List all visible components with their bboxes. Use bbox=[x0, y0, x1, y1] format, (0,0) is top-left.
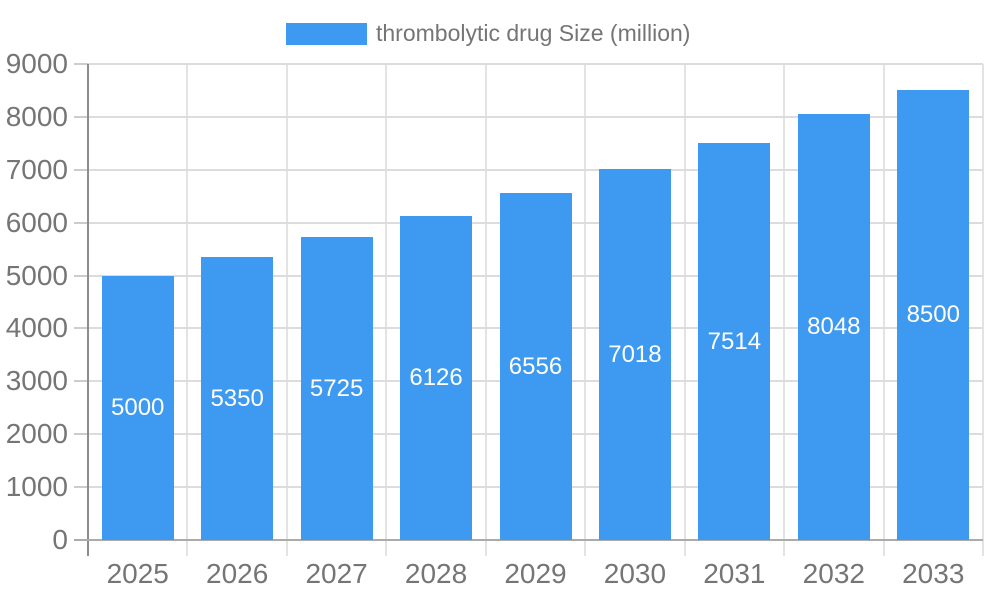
horizontal-gridline bbox=[88, 63, 983, 65]
bar-value-label: 6556 bbox=[508, 352, 563, 380]
y-axis-tick bbox=[74, 380, 88, 383]
bar-value-label: 8500 bbox=[906, 301, 960, 328]
bar-value-label: 5725 bbox=[309, 374, 364, 402]
bar-value-label: 8048 bbox=[807, 313, 861, 340]
vertical-gridline bbox=[186, 64, 189, 556]
y-axis-tick bbox=[74, 486, 88, 489]
legend-item[interactable]: thrombolytic drug Size (million) bbox=[286, 20, 691, 46]
x-axis-tick-label: 2029 bbox=[504, 558, 567, 589]
vertical-gridline bbox=[783, 64, 786, 556]
bar[interactable]: 5725 bbox=[300, 237, 373, 540]
y-axis-tick-label: 1000 bbox=[5, 471, 68, 503]
vertical-gridline bbox=[683, 64, 686, 556]
bar-value-label: 5350 bbox=[210, 384, 264, 412]
y-axis-tick bbox=[74, 221, 88, 224]
x-axis-labels: 2025 2026 2027 2028 2029 2030 2031 2032 2033 bbox=[88, 557, 983, 591]
y-axis-tick bbox=[74, 433, 88, 436]
bar-value-label: 7018 bbox=[608, 340, 662, 368]
x-axis-tick-label: 2027 bbox=[305, 558, 368, 589]
y-axis-tick-label: 6000 bbox=[5, 206, 68, 238]
y-axis-tick-label: 0 bbox=[52, 524, 68, 555]
y-axis-tick-label: 3000 bbox=[5, 365, 68, 397]
bar[interactable]: 5000 bbox=[101, 276, 174, 540]
x-axis-tick-label: 2030 bbox=[603, 558, 667, 589]
y-axis-line bbox=[87, 64, 89, 556]
vertical-gridline bbox=[285, 64, 288, 556]
y-axis-tick-label: 5000 bbox=[5, 259, 68, 291]
x-axis-tick-label: 2026 bbox=[206, 558, 269, 589]
plot-area: 5000 5350 5725 6126 6556 7018 7514 8048 8500 bbox=[74, 63, 984, 556]
bar[interactable]: 6126 bbox=[400, 216, 473, 540]
y-axis-tick-label: 2000 bbox=[5, 418, 68, 450]
vertical-gridline bbox=[484, 64, 487, 556]
bar[interactable]: 7018 bbox=[598, 169, 671, 540]
x-axis-line bbox=[74, 539, 983, 541]
y-axis-tick bbox=[74, 63, 88, 65]
y-axis-tick bbox=[74, 274, 88, 277]
bar-value-label: 7514 bbox=[707, 327, 762, 355]
bar[interactable]: 5350 bbox=[201, 257, 274, 540]
vertical-gridline bbox=[385, 64, 388, 556]
bar[interactable]: 8048 bbox=[797, 114, 870, 540]
y-axis-tick bbox=[74, 168, 88, 171]
legend-label: thrombolytic drug Size (million) bbox=[376, 20, 691, 46]
y-axis-tick-label: 7000 bbox=[5, 153, 68, 185]
horizontal-gridline bbox=[88, 168, 983, 171]
x-axis-tick-label: 2033 bbox=[902, 558, 965, 589]
vertical-gridline bbox=[882, 64, 885, 556]
y-axis-tick-label: 9000 bbox=[5, 48, 68, 79]
x-axis-tick-label: 2028 bbox=[404, 558, 468, 589]
y-axis-tick bbox=[74, 327, 88, 330]
y-axis-tick bbox=[74, 115, 88, 118]
bar[interactable]: 7514 bbox=[698, 143, 771, 540]
y-axis-tick-label: 4000 bbox=[5, 312, 68, 344]
legend-swatch-icon bbox=[286, 22, 367, 45]
x-axis-tick-label: 2032 bbox=[802, 558, 865, 589]
y-axis-tick-label: 8000 bbox=[5, 100, 68, 132]
vertical-gridline bbox=[982, 64, 984, 556]
bar[interactable]: 8500 bbox=[897, 90, 970, 540]
bar-value-label: 6126 bbox=[409, 364, 463, 391]
y-axis-labels: 0 1000 2000 3000 4000 5000 6000 7000 8000 9000 bbox=[0, 48, 68, 555]
bar[interactable]: 6556 bbox=[499, 193, 572, 540]
x-axis-tick-label: 2025 bbox=[106, 558, 169, 589]
bar-value-label: 5000 bbox=[111, 394, 165, 421]
x-axis-tick-label: 2031 bbox=[703, 558, 766, 589]
vertical-gridline bbox=[584, 64, 587, 556]
horizontal-gridline bbox=[88, 115, 983, 118]
